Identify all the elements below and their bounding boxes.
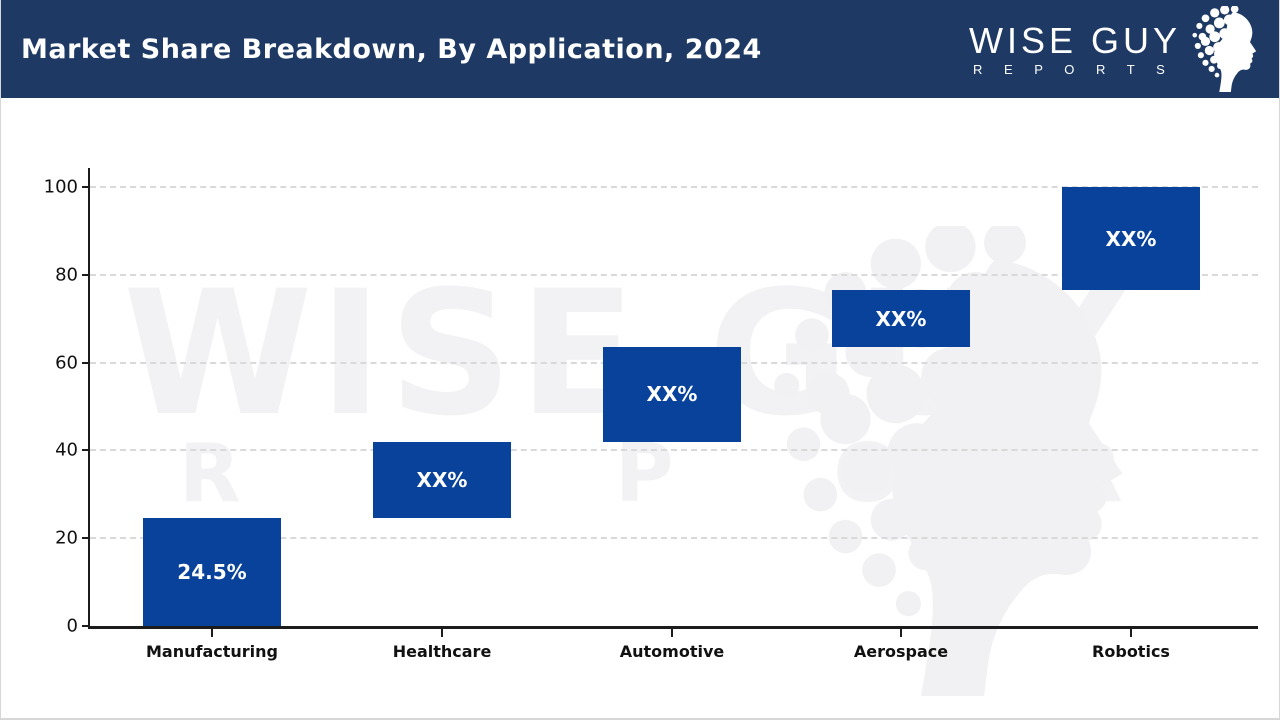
gridline-20 [90, 537, 1258, 540]
logo-text: WISE GUY R E P O R T S [968, 19, 1181, 77]
y-axis-spine [88, 168, 90, 628]
wise-guy-reports-logo: WISE GUY R E P O R T S [968, 6, 1279, 92]
category-label-robotics: Robotics [1092, 642, 1170, 661]
gridline-80 [90, 273, 1258, 276]
y-tick-mark [82, 186, 90, 188]
bar-manufacturing: 24.5% [143, 518, 281, 626]
header-bar: Market Share Breakdown, By Application, … [1, 0, 1279, 98]
y-tick-label: 80 [55, 264, 78, 286]
y-tick-mark [82, 625, 90, 627]
category-label-aerospace: Aerospace [853, 642, 949, 661]
y-tick-label: 20 [55, 527, 78, 549]
y-tick-label: 40 [55, 439, 78, 461]
gridline-100 [90, 186, 1258, 188]
page-title: Market Share Breakdown, By Application, … [21, 33, 762, 65]
gridline-40 [90, 449, 1258, 452]
category-label-healthcare: Healthcare [392, 642, 492, 661]
bar-value-label: XX% [416, 468, 468, 493]
bar-aerospace: XX% [832, 290, 970, 348]
y-tick-label: 60 [55, 352, 78, 374]
x-tick-mark [441, 629, 443, 637]
y-tick-mark [82, 449, 90, 452]
y-tick-label: 100 [43, 176, 78, 198]
x-tick-mark [671, 629, 673, 637]
bar-value-label: XX% [1105, 226, 1157, 251]
bar-value-label: XX% [875, 306, 927, 331]
bar-automotive: XX% [603, 347, 741, 442]
x-tick-mark [1130, 629, 1132, 637]
y-tick-mark [82, 361, 90, 364]
chart-area: WISE GUY R E P O R T S 02040608010024.5%… [1, 98, 1279, 718]
y-tick-label: 0 [66, 615, 78, 637]
y-tick-mark [82, 537, 90, 540]
x-axis-spine [88, 626, 1258, 629]
logo-head-icon [1192, 6, 1257, 92]
bar-value-label: XX% [646, 382, 698, 407]
bar-healthcare: XX% [373, 441, 511, 519]
logo-wordmark: WISE GUY [968, 19, 1181, 61]
category-label-manufacturing: Manufacturing [146, 642, 278, 661]
bar-value-label: 24.5% [177, 560, 247, 585]
logo-subtitle: R E P O R T S [972, 61, 1174, 77]
x-tick-mark [900, 629, 902, 637]
bar-robotics: XX% [1062, 187, 1200, 291]
y-tick-mark [82, 273, 90, 276]
x-tick-mark [211, 629, 213, 637]
category-label-automotive: Automotive [619, 642, 725, 661]
